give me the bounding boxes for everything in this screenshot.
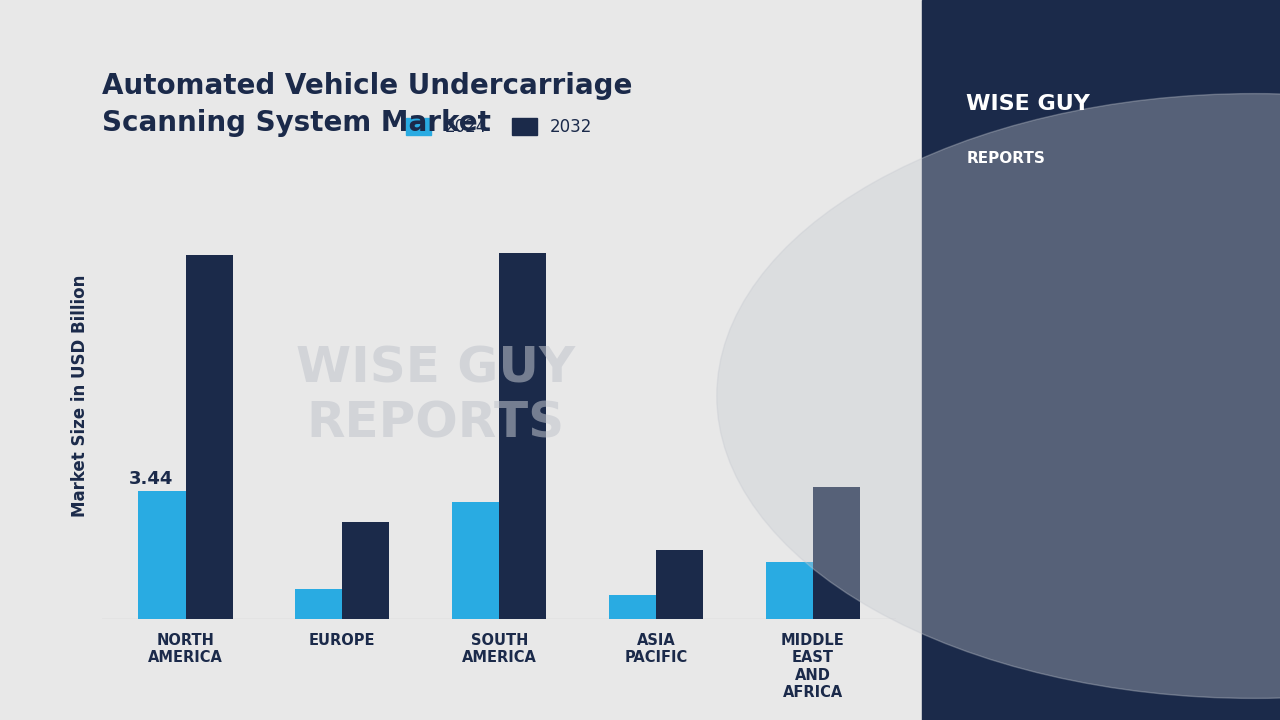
- Bar: [813, 487, 860, 619]
- Bar: [765, 562, 813, 619]
- Legend: 2024, 2032: 2024, 2032: [398, 109, 600, 145]
- Text: Automated Vehicle Undercarriage
Scanning System Market: Automated Vehicle Undercarriage Scanning…: [102, 72, 632, 137]
- Y-axis label: Market Size in USD Billion: Market Size in USD Billion: [70, 275, 88, 517]
- Bar: [186, 255, 233, 619]
- Bar: [296, 589, 342, 619]
- Bar: [657, 550, 703, 619]
- Text: WISE GUY: WISE GUY: [966, 94, 1091, 114]
- Text: REPORTS: REPORTS: [966, 151, 1046, 166]
- Bar: [138, 491, 186, 619]
- Text: WISE GUY
REPORTS: WISE GUY REPORTS: [296, 344, 575, 448]
- Text: 3.44: 3.44: [129, 469, 173, 487]
- Bar: [342, 523, 389, 619]
- Bar: [609, 595, 657, 619]
- Bar: [499, 253, 547, 619]
- Bar: [452, 502, 499, 619]
